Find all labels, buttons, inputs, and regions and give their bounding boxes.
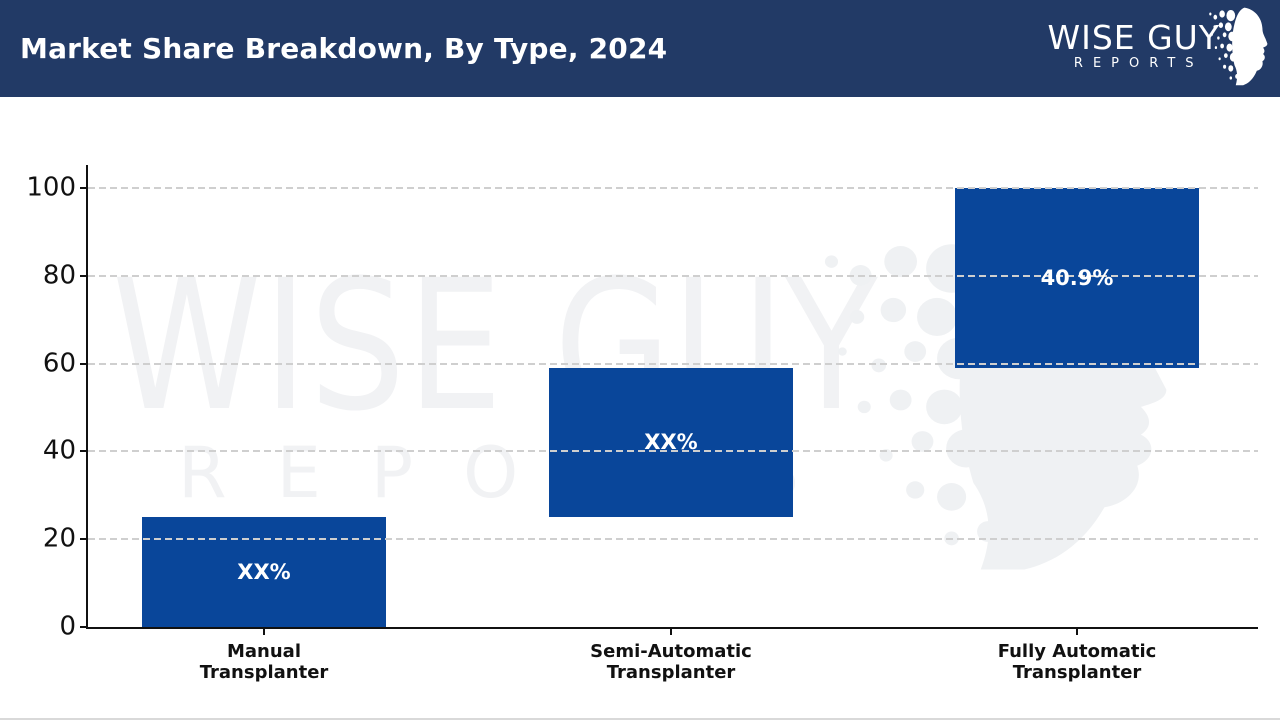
- wiseguy-logo: WISE GUY REPORTS: [1047, 6, 1268, 86]
- bar-segment: [142, 517, 386, 627]
- y-tick-label: 40: [42, 435, 76, 466]
- y-axis-line: [86, 165, 88, 629]
- bar-value-label: XX%: [237, 560, 291, 585]
- header-band: Market Share Breakdown, By Type, 2024 WI…: [0, 0, 1280, 97]
- logo-subtitle: REPORTS: [1073, 56, 1204, 72]
- gridline: [88, 274, 1258, 277]
- gridline: [88, 362, 1258, 365]
- y-tick-label: 0: [59, 611, 76, 642]
- x-axis-line: [86, 627, 1258, 629]
- chart-canvas: WISE GUY REPORTS XX% XX% 40.9% 0 20 40 60 80 100…: [0, 97, 1280, 718]
- gridline: [88, 538, 1258, 541]
- y-tick-mark: [80, 626, 88, 628]
- y-tick-label: 60: [42, 347, 76, 378]
- y-tick-label: 100: [26, 172, 76, 203]
- gridline: [88, 187, 1258, 189]
- bar-segment: [549, 367, 793, 518]
- gridline: [88, 450, 1258, 453]
- y-tick-mark: [80, 274, 88, 277]
- x-tick-mark: [670, 627, 672, 635]
- y-tick-mark: [80, 450, 88, 453]
- category-label: Fully Automatic Transplanter: [997, 641, 1157, 683]
- y-tick-mark: [80, 187, 88, 189]
- category-label: Manual Transplanter: [199, 641, 329, 683]
- y-tick-mark: [80, 362, 88, 365]
- logo-text: WISE GUY REPORTS: [1047, 18, 1220, 72]
- category-label: Semi-Automatic Transplanter: [590, 641, 752, 683]
- x-tick-mark: [263, 627, 265, 635]
- bar-value-label: XX%: [644, 430, 698, 455]
- logo-wordmark: WISE GUY: [1047, 18, 1220, 58]
- page-title: Market Share Breakdown, By Type, 2024: [20, 32, 668, 65]
- bar-value-label: 40.9%: [1040, 265, 1114, 290]
- x-tick-mark: [1076, 627, 1078, 635]
- wiseguy-face-icon: [1209, 7, 1268, 86]
- bar-segment: [955, 188, 1199, 368]
- y-tick-label: 80: [42, 260, 76, 291]
- y-tick-mark: [80, 538, 88, 541]
- y-tick-label: 20: [42, 523, 76, 554]
